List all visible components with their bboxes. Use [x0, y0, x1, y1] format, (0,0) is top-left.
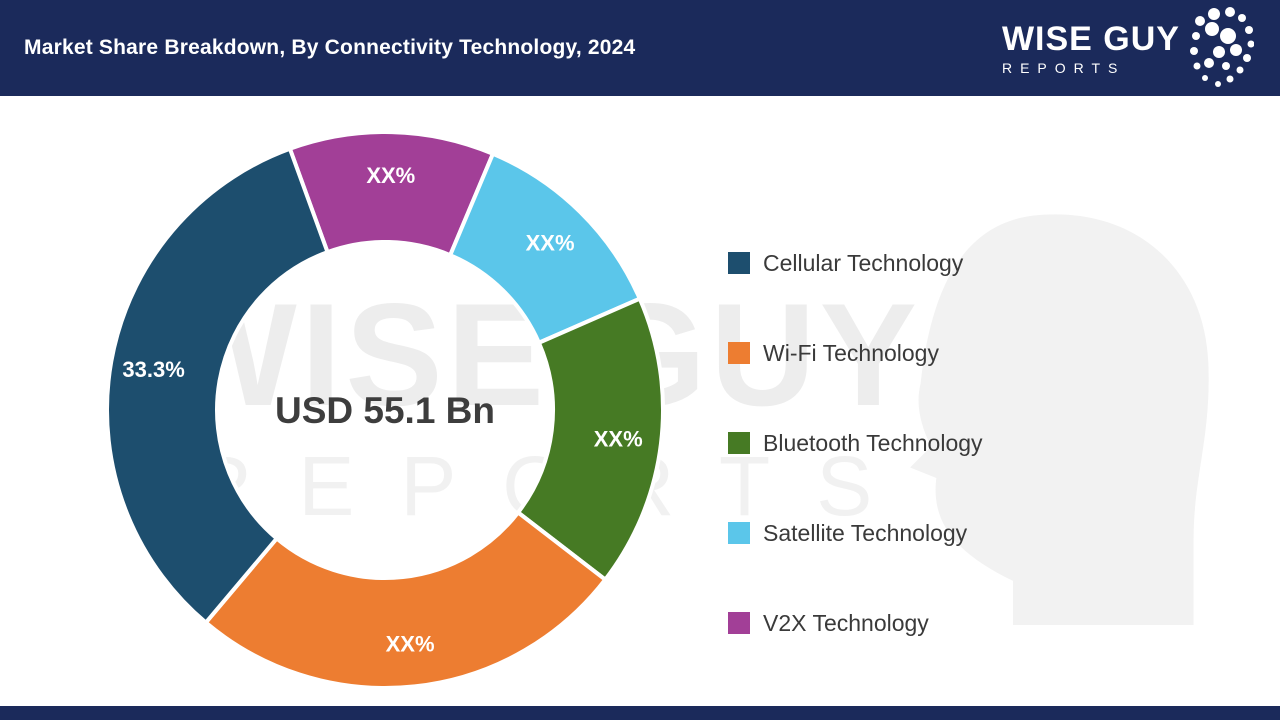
- segment-percent-label-2: XX%: [594, 427, 643, 452]
- logo-brand-subtitle: REPORTS: [1001, 59, 1126, 76]
- legend-item-satellite: Satellite Technology: [728, 516, 983, 550]
- segment-percent-label-1: XX%: [526, 231, 575, 256]
- wiseguy-logo: WISE GUY REPORTS: [1002, 5, 1254, 91]
- wiseguy-logo-text: WISE GUY REPORTS: [1002, 22, 1180, 75]
- legend-label-cellular: Cellular Technology: [763, 249, 964, 276]
- footer-bar: [0, 706, 1280, 720]
- segment-percent-label-3: XX%: [386, 632, 435, 657]
- donut-center-value: USD 55.1 Bn: [275, 390, 495, 431]
- legend-swatch-bluetooth: [728, 432, 750, 454]
- legend-item-v2x: V2X Technology: [728, 606, 983, 640]
- legend-swatch-cellular: [728, 252, 750, 274]
- legend-swatch-wifi: [728, 342, 750, 364]
- legend-label-wifi: Wi-Fi Technology: [763, 339, 939, 366]
- donut-segment-4: [105, 146, 330, 625]
- chart-legend: Cellular Technology Wi-Fi Technology Blu…: [728, 246, 983, 640]
- legend-item-cellular: Cellular Technology: [728, 246, 983, 280]
- page-title: Market Share Breakdown, By Connectivity …: [24, 36, 636, 59]
- segment-percent-label-4: 33.3%: [122, 357, 184, 382]
- legend-label-v2x: V2X Technology: [763, 609, 929, 636]
- legend-label-bluetooth: Bluetooth Technology: [763, 429, 983, 456]
- wiseguy-head-icon: [1190, 7, 1254, 87]
- legend-item-wifi: Wi-Fi Technology: [728, 336, 983, 370]
- donut-segment-3: [203, 510, 608, 690]
- donut-chart-svg: XX% XX% XX% XX% 33.3% USD 55.1 Bn: [105, 130, 665, 690]
- logo-brand-name: WISE GUY: [1001, 19, 1180, 58]
- head-silhouette-watermark: [910, 214, 1209, 625]
- legend-item-bluetooth: Bluetooth Technology: [728, 426, 983, 460]
- segment-percent-label-0: XX%: [366, 163, 415, 188]
- donut-chart: XX% XX% XX% XX% 33.3% USD 55.1 Bn: [105, 130, 665, 690]
- legend-swatch-v2x: [728, 612, 750, 634]
- legend-label-satellite: Satellite Technology: [763, 519, 968, 546]
- legend-swatch-satellite: [728, 522, 750, 544]
- header-bar: Market Share Breakdown, By Connectivity …: [0, 0, 1280, 96]
- donut-segment-2: [516, 296, 665, 582]
